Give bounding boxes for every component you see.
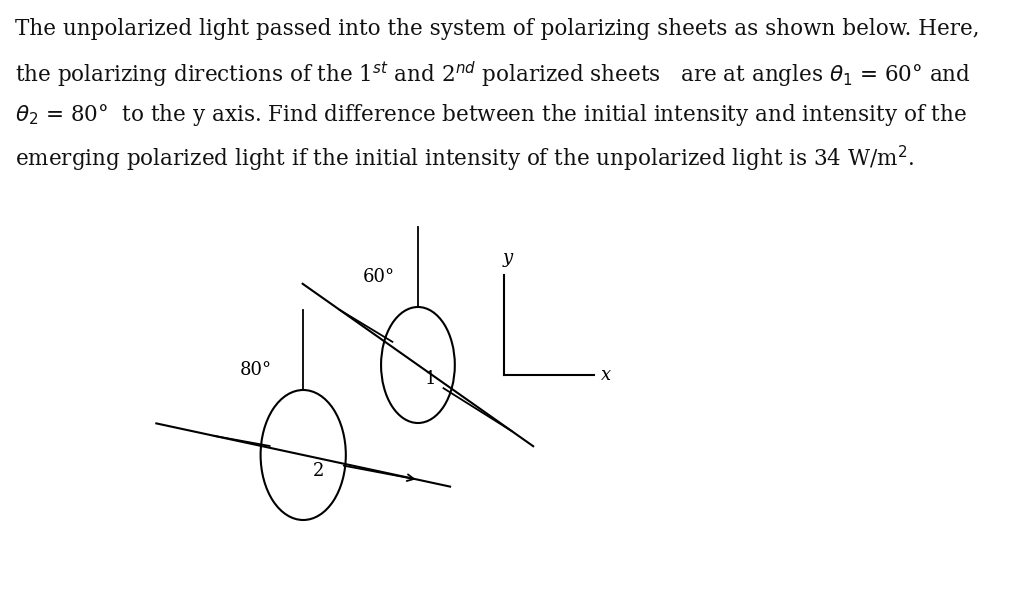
Text: x: x [601, 366, 610, 384]
Text: y: y [503, 249, 513, 267]
Text: 80°: 80° [240, 361, 271, 379]
Text: 1: 1 [425, 371, 436, 389]
Text: 2: 2 [312, 462, 324, 480]
Text: the polarizing directions of the 1$^{st}$ and 2$^{nd}$ polarized sheets   are at: the polarizing directions of the 1$^{st}… [14, 60, 971, 90]
Text: $\theta_2$ = 80°  to the y axis. Find difference between the initial intensity a: $\theta_2$ = 80° to the y axis. Find dif… [14, 102, 967, 128]
Text: 60°: 60° [362, 268, 394, 286]
Text: emerging polarized light if the initial intensity of the unpolarized light is 34: emerging polarized light if the initial … [14, 144, 914, 174]
Text: The unpolarized light passed into the system of polarizing sheets as shown below: The unpolarized light passed into the sy… [14, 18, 979, 40]
